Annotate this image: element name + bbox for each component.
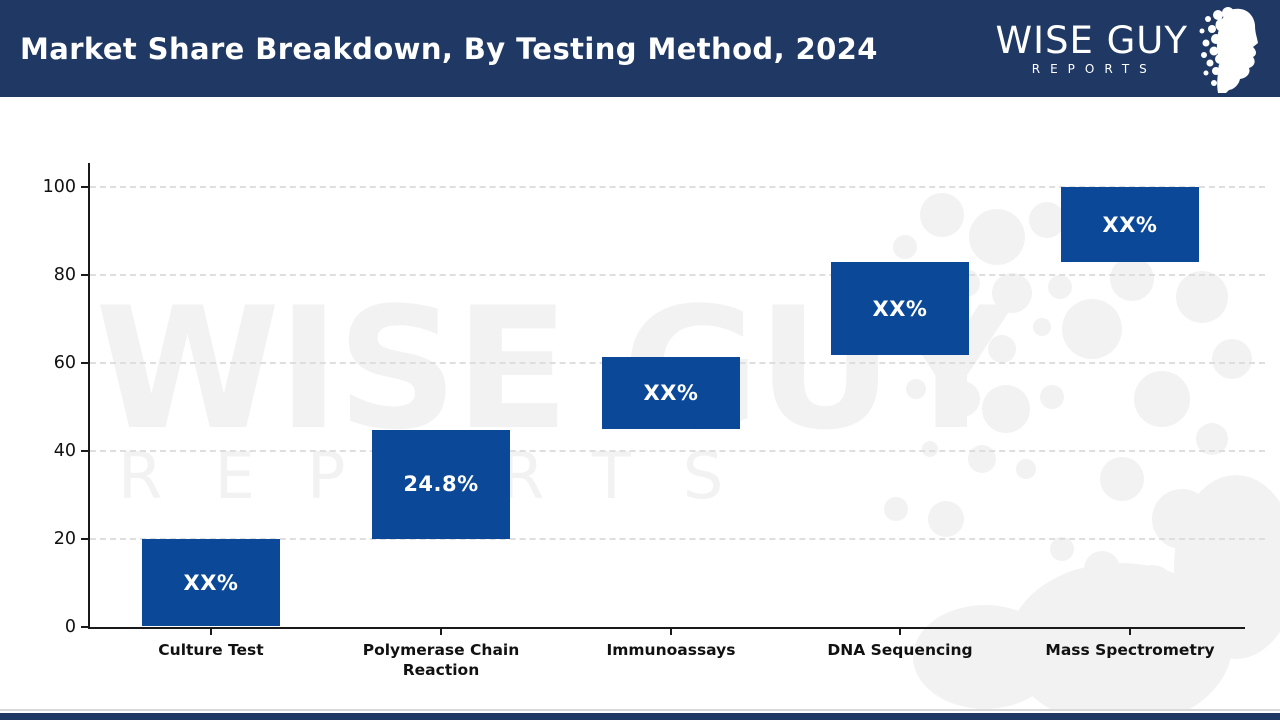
x-tick-mark — [210, 628, 212, 635]
x-category-label: Mass Spectrometry — [1045, 640, 1215, 659]
y-tick-label: 20 — [53, 528, 76, 549]
bar-value-label: XX% — [872, 296, 928, 321]
x-tick-mark — [899, 628, 901, 635]
y-tick-label: 60 — [53, 352, 76, 373]
waterfall-bar: XX% — [831, 262, 969, 355]
x-tick-mark — [670, 628, 672, 635]
y-tick-label: 0 — [64, 616, 76, 637]
head-profile-icon — [1199, 6, 1258, 93]
chart-title: Market Share Breakdown, By Testing Metho… — [20, 31, 878, 66]
brand-logo-name: WISE GUY — [995, 18, 1188, 62]
x-category-label: DNA Sequencing — [827, 640, 973, 659]
x-category-label: Immunoassays — [606, 640, 736, 659]
bar-value-label: XX% — [643, 381, 699, 406]
chart-area: WISE GUY REPORTS 020406080100XX%Culture … — [0, 97, 1280, 711]
x-category-label: Polymerase Chain Reaction — [362, 640, 520, 679]
gridline — [90, 449, 1265, 452]
waterfall-bar: 24.8% — [372, 429, 510, 539]
y-tick-mark — [81, 625, 88, 628]
y-tick-mark — [81, 537, 88, 540]
x-tick-mark — [1129, 628, 1131, 635]
bar-value-label: XX% — [1102, 212, 1158, 237]
brand-logo-subtitle: REPORTS — [1031, 62, 1157, 77]
header-bar: Market Share Breakdown, By Testing Metho… — [0, 0, 1280, 97]
x-category-label: Culture Test — [158, 640, 264, 659]
y-tick-mark — [81, 186, 88, 188]
y-tick-label: 40 — [53, 440, 76, 461]
footer-bar — [0, 713, 1280, 720]
y-tick-label: 80 — [53, 264, 76, 285]
x-axis-line — [88, 626, 1245, 629]
brand-logo: WISE GUY REPORTS — [996, 5, 1280, 93]
y-tick-mark — [81, 273, 88, 276]
y-tick-mark — [81, 361, 88, 364]
y-tick-label: 100 — [42, 177, 76, 197]
waterfall-bar: XX% — [1061, 187, 1199, 263]
waterfall-bar: XX% — [602, 357, 740, 430]
gridline — [90, 537, 1265, 540]
x-tick-mark — [440, 628, 442, 635]
brand-logo-text: WISE GUY REPORTS — [995, 18, 1188, 77]
bar-value-label: 24.8% — [403, 472, 479, 497]
gridline — [90, 273, 1265, 276]
y-tick-mark — [81, 449, 88, 452]
y-axis-line — [88, 163, 90, 629]
waterfall-bar: XX% — [142, 538, 280, 627]
bar-value-label: XX% — [183, 570, 239, 595]
gridline — [90, 186, 1265, 188]
